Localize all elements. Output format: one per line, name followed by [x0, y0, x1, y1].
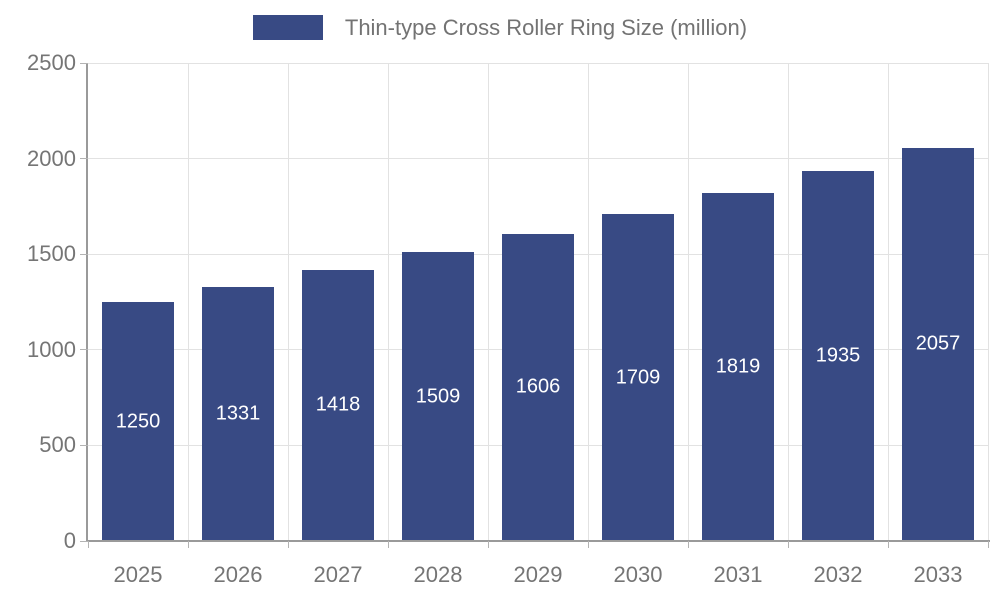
bar[interactable]: 2057	[902, 147, 974, 541]
v-gridline	[387, 63, 389, 541]
bar-value-label: 1250	[115, 410, 161, 432]
x-tick-mark	[987, 541, 989, 548]
v-gridline	[987, 63, 989, 541]
bar-value-label: 1509	[415, 385, 461, 408]
x-tick-mark	[287, 541, 289, 548]
y-tick-label: 0	[63, 528, 76, 553]
x-tick-label: 2033	[913, 562, 963, 587]
bar-value-label: 2057	[915, 332, 961, 355]
y-tick-mark	[80, 158, 88, 160]
bar[interactable]: 1331	[202, 286, 274, 541]
x-tick-label: 2030	[613, 562, 663, 587]
plot-area: 1250 1331 1418 1509 1606 1709 1819 1935 2057	[88, 62, 989, 541]
y-tick-label: 2000	[27, 145, 76, 171]
x-tick-label: 2025	[113, 562, 163, 587]
x-tick-mark	[87, 541, 89, 548]
bar[interactable]: 1935	[802, 171, 874, 541]
x-tick-label: 2031	[713, 562, 763, 587]
bar[interactable]: 1819	[702, 193, 774, 541]
v-gridline	[887, 63, 889, 541]
y-tick-label: 1000	[27, 336, 76, 362]
h-gridline	[88, 158, 988, 160]
y-tick-mark	[80, 349, 88, 351]
x-tick-mark	[887, 541, 889, 548]
y-axis-line	[86, 63, 88, 541]
y-tick-label: 1500	[27, 241, 76, 267]
x-tick-label: 2028	[413, 562, 463, 587]
x-tick-mark	[687, 541, 689, 548]
legend: Thin-type Cross Roller Ring Size (millio…	[0, 15, 1000, 40]
v-gridline	[187, 63, 189, 541]
x-tick-mark	[787, 541, 789, 548]
x-tick-mark	[487, 541, 489, 548]
v-gridline	[487, 63, 489, 541]
x-tick-mark	[187, 541, 189, 548]
y-tick-mark	[80, 62, 88, 64]
x-tick-label: 2026	[213, 562, 263, 587]
bar-value-label: 1935	[815, 344, 861, 367]
legend-item[interactable]: Thin-type Cross Roller Ring Size (millio…	[252, 15, 748, 40]
y-tick-mark	[80, 540, 88, 542]
v-gridline	[587, 63, 589, 541]
bar-value-label: 1331	[215, 402, 261, 425]
bar[interactable]: 1418	[302, 269, 374, 541]
bar[interactable]: 1606	[502, 233, 574, 541]
bar[interactable]: 1250	[102, 302, 174, 541]
bar-value-label: 1418	[315, 393, 361, 416]
x-tick-label: 2029	[513, 562, 563, 587]
x-axis-line	[87, 540, 990, 542]
bar-value-label: 1709	[615, 366, 661, 389]
v-gridline	[687, 63, 689, 541]
y-tick-mark	[80, 444, 88, 446]
bar[interactable]: 1709	[602, 214, 674, 541]
legend-label: Thin-type Cross Roller Ring Size (millio…	[344, 15, 748, 40]
v-gridline	[787, 63, 789, 541]
legend-swatch	[252, 15, 323, 40]
bar-value-label: 1606	[515, 375, 561, 398]
y-tick-label: 2500	[27, 50, 76, 75]
v-gridline	[287, 63, 289, 541]
x-tick-mark	[587, 541, 589, 548]
y-tick-label: 500	[39, 432, 76, 458]
h-gridline	[88, 62, 988, 64]
bar-value-label: 1819	[715, 355, 761, 378]
x-tick-mark	[387, 541, 389, 548]
x-tick-label: 2027	[313, 562, 363, 587]
bar[interactable]: 1509	[402, 252, 474, 541]
x-tick-label: 2032	[813, 562, 863, 587]
y-tick-mark	[80, 253, 88, 255]
